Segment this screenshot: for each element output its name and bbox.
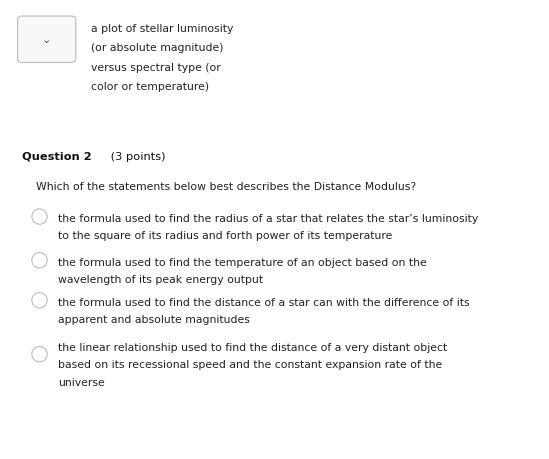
- Text: (3 points): (3 points): [107, 151, 166, 162]
- Text: to the square of its radius and forth power of its temperature: to the square of its radius and forth po…: [58, 231, 392, 241]
- Text: wavelength of its peak energy output: wavelength of its peak energy output: [58, 274, 263, 285]
- Text: ⌄: ⌄: [42, 35, 52, 45]
- Text: Question 2: Question 2: [22, 151, 92, 162]
- Text: universe: universe: [58, 377, 104, 387]
- Text: the formula used to find the radius of a star that relates the star’s luminosity: the formula used to find the radius of a…: [58, 213, 478, 224]
- Ellipse shape: [32, 209, 47, 225]
- Text: the formula used to find the distance of a star can with the difference of its: the formula used to find the distance of…: [58, 297, 469, 307]
- Text: apparent and absolute magnitudes: apparent and absolute magnitudes: [58, 314, 249, 325]
- Text: (or absolute magnitude): (or absolute magnitude): [91, 43, 223, 53]
- Text: color or temperature): color or temperature): [91, 82, 209, 92]
- Ellipse shape: [32, 293, 47, 308]
- Text: a plot of stellar luminosity: a plot of stellar luminosity: [91, 24, 233, 34]
- Ellipse shape: [32, 253, 47, 269]
- Ellipse shape: [32, 347, 47, 362]
- FancyBboxPatch shape: [18, 17, 76, 63]
- Text: the formula used to find the temperature of an object based on the: the formula used to find the temperature…: [58, 257, 427, 267]
- Text: based on its recessional speed and the constant expansion rate of the: based on its recessional speed and the c…: [58, 359, 442, 369]
- Text: Which of the statements below best describes the Distance Modulus?: Which of the statements below best descr…: [36, 181, 416, 191]
- Text: versus spectral type (or: versus spectral type (or: [91, 62, 220, 73]
- Text: the linear relationship used to find the distance of a very distant object: the linear relationship used to find the…: [58, 342, 447, 352]
